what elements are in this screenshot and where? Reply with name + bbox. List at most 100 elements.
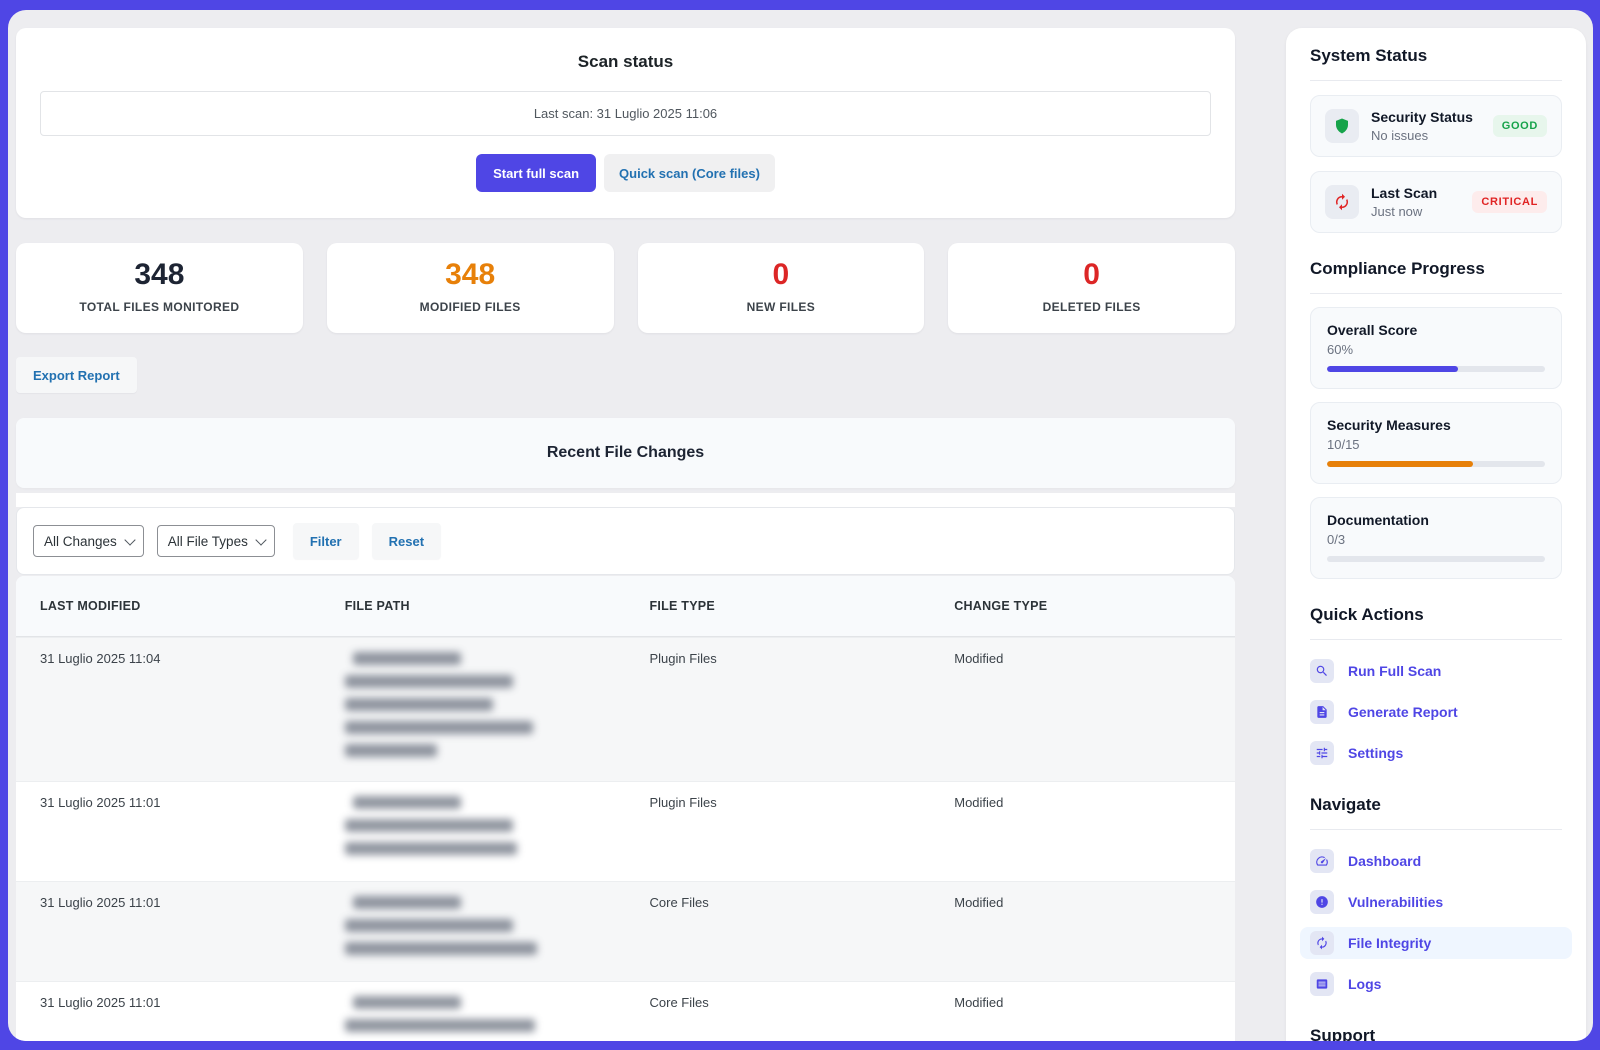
- redacted-path-line: [344, 675, 513, 688]
- filter-button[interactable]: Filter: [292, 523, 359, 559]
- cell-last-modified: 31 Luglio 2025 11:01: [40, 895, 161, 910]
- search-icon: [1310, 659, 1334, 683]
- redacted-path-line: [344, 1019, 535, 1032]
- stat-value: 0: [1083, 258, 1100, 291]
- settings-icon: [1310, 741, 1334, 765]
- scan-status-title: Scan status: [577, 52, 674, 71]
- nav-item-vulnerabilities[interactable]: Vulnerabilities: [1300, 886, 1572, 918]
- change-type-select[interactable]: All Changes: [33, 525, 144, 557]
- nav-item-label: File Integrity: [1348, 935, 1432, 951]
- cell-last-modified: 31 Luglio 2025 11:01: [40, 995, 161, 1010]
- stat-label: MODIFIED FILES: [419, 300, 521, 314]
- progress-track: [1327, 461, 1545, 467]
- column-header-file-type: FILE TYPE: [649, 599, 715, 613]
- stat-new-files: 0 NEW FILES: [637, 243, 925, 333]
- table-row: 31 Luglio 2025 11:04 Plugin Files Modifi…: [16, 637, 1235, 781]
- cell-change-type: Modified: [954, 895, 1004, 910]
- security-status-card: Security Status No issues GOOD: [1310, 95, 1562, 157]
- file-type-select[interactable]: All File Types: [156, 525, 275, 557]
- redacted-path-line: [352, 896, 461, 909]
- redacted-path-line: [352, 652, 461, 665]
- export-report-button[interactable]: Export Report: [16, 357, 137, 393]
- redacted-path-line: [352, 796, 461, 809]
- cell-file-type: Plugin Files: [649, 795, 717, 810]
- scan-status-card: Scan status Last scan: 31 Luglio 2025 11…: [16, 28, 1235, 218]
- progress-fill: [1327, 461, 1474, 467]
- stat-value: 348: [445, 258, 496, 291]
- progress-value: 10/15: [1327, 437, 1360, 452]
- cell-file-type: Core Files: [649, 895, 709, 910]
- stat-value: 0: [772, 258, 790, 291]
- progress-value: 60%: [1327, 342, 1354, 357]
- nav-item-dashboard[interactable]: Dashboard: [1300, 845, 1572, 877]
- redacted-path-line: [344, 698, 493, 711]
- cell-file-path-redacted: [321, 650, 626, 767]
- cell-change-type: Modified: [954, 795, 1004, 810]
- nav-item-label: Dashboard: [1348, 853, 1422, 869]
- last-scan-text: Last scan: 31 Luglio 2025 11:06: [533, 106, 718, 121]
- cell-change-type: Modified: [954, 995, 1004, 1010]
- reset-button[interactable]: Reset: [371, 523, 442, 559]
- redacted-path-line: [344, 819, 513, 832]
- redacted-path-line: [344, 942, 537, 955]
- sync-icon: [1310, 931, 1334, 955]
- nav-item-label: Logs: [1348, 976, 1382, 992]
- nav-item-file-integrity[interactable]: File Integrity: [1300, 927, 1572, 959]
- recent-changes-title: Recent File Changes: [546, 444, 705, 461]
- quick-action-generate-report[interactable]: Generate Report: [1300, 696, 1572, 728]
- chevron-down-icon: [124, 534, 136, 546]
- change-type-selected-value: All Changes: [44, 533, 117, 549]
- dashboard-page: Scan status Last scan: 31 Luglio 2025 11…: [8, 10, 1593, 1041]
- file-changes-table: LAST MODIFIED FILE PATH FILE TYPE CHANGE…: [16, 576, 1235, 1041]
- dashboard-icon: [1310, 849, 1334, 873]
- chevron-down-icon: [255, 534, 267, 546]
- cell-file-path-redacted: [321, 894, 626, 967]
- nav-item-label: Vulnerabilities: [1348, 894, 1444, 910]
- table-row: 31 Luglio 2025 11:01 Plugin Files Modifi…: [16, 781, 1235, 881]
- last-scan-text: Last Scan Just now: [1371, 185, 1437, 219]
- spacer-strip: [16, 493, 1235, 507]
- security-status-subtitle: No issues: [1371, 128, 1429, 143]
- progress-track: [1327, 556, 1545, 562]
- table-row: 31 Luglio 2025 11:01 Core Files Modified: [16, 981, 1235, 1041]
- security-measures-card: Security Measures 10/15: [1310, 402, 1562, 484]
- quick-actions-heading: Quick Actions: [1310, 605, 1562, 640]
- progress-fill: [1327, 366, 1458, 372]
- shield-icon: [1325, 109, 1359, 143]
- redacted-path-line: [344, 744, 437, 757]
- cell-last-modified: 31 Luglio 2025 11:01: [40, 795, 161, 810]
- nav-item-logs[interactable]: Logs: [1300, 968, 1572, 1000]
- start-full-scan-button[interactable]: Start full scan: [476, 154, 597, 192]
- report-icon: [1310, 700, 1334, 724]
- quick-action-label: Settings: [1348, 745, 1404, 761]
- status-badge: GOOD: [1492, 115, 1547, 137]
- stat-modified-files: 348 MODIFIED FILES: [326, 243, 614, 333]
- cell-change-type: Modified: [954, 651, 1004, 666]
- quick-action-settings[interactable]: Settings: [1300, 737, 1572, 769]
- alert-icon: [1310, 890, 1334, 914]
- stats-row: 348 TOTAL FILES MONITORED 348 MODIFIED F…: [16, 243, 1235, 333]
- progress-title: Documentation: [1327, 512, 1429, 528]
- table-header-row: LAST MODIFIED FILE PATH FILE TYPE CHANGE…: [16, 576, 1235, 637]
- sync-icon: [1325, 185, 1359, 219]
- file-type-selected-value: All File Types: [167, 533, 248, 549]
- quick-action-run-full-scan[interactable]: Run Full Scan: [1300, 655, 1572, 687]
- column-header-last-modified: LAST MODIFIED: [40, 599, 141, 613]
- stat-label: DELETED FILES: [1042, 300, 1141, 314]
- stat-deleted-files: 0 DELETED FILES: [948, 243, 1235, 333]
- cell-file-path-redacted: [321, 994, 626, 1041]
- navigate-heading: Navigate: [1310, 795, 1562, 830]
- cell-file-path-redacted: [321, 794, 626, 867]
- progress-value: 0/3: [1327, 532, 1346, 547]
- progress-title: Security Measures: [1327, 417, 1451, 433]
- quick-scan-button[interactable]: Quick scan (Core files): [604, 154, 775, 192]
- support-heading: Support: [1310, 1026, 1562, 1041]
- documentation-progress-card: Documentation 0/3: [1310, 497, 1562, 579]
- overall-score-card: Overall Score 60%: [1310, 307, 1562, 389]
- logs-icon: [1310, 972, 1334, 996]
- redacted-path-line: [352, 996, 461, 1009]
- redacted-path-line: [344, 919, 513, 932]
- progress-title: Overall Score: [1327, 322, 1418, 338]
- filter-bar: All Changes All File Types Filter Reset: [16, 507, 1235, 575]
- stat-label: NEW FILES: [746, 300, 816, 314]
